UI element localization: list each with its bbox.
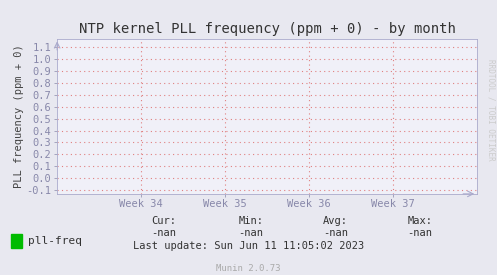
Text: -nan: -nan [408,229,432,238]
Title: NTP kernel PLL frequency (ppm + 0) - by month: NTP kernel PLL frequency (ppm + 0) - by … [79,22,456,36]
Text: Cur:: Cur: [152,216,176,226]
Text: Min:: Min: [239,216,263,226]
Text: Munin 2.0.73: Munin 2.0.73 [216,264,281,273]
Text: RRDTOOL / TOBI OETIKER: RRDTOOL / TOBI OETIKER [487,59,496,161]
Text: Max:: Max: [408,216,432,226]
Text: -nan: -nan [239,229,263,238]
Text: Avg:: Avg: [323,216,348,226]
Text: -nan: -nan [323,229,348,238]
Text: pll-freq: pll-freq [28,236,82,246]
Text: -nan: -nan [152,229,176,238]
Text: Last update: Sun Jun 11 11:05:02 2023: Last update: Sun Jun 11 11:05:02 2023 [133,241,364,251]
Y-axis label: PLL frequency (ppm + 0): PLL frequency (ppm + 0) [14,44,24,188]
